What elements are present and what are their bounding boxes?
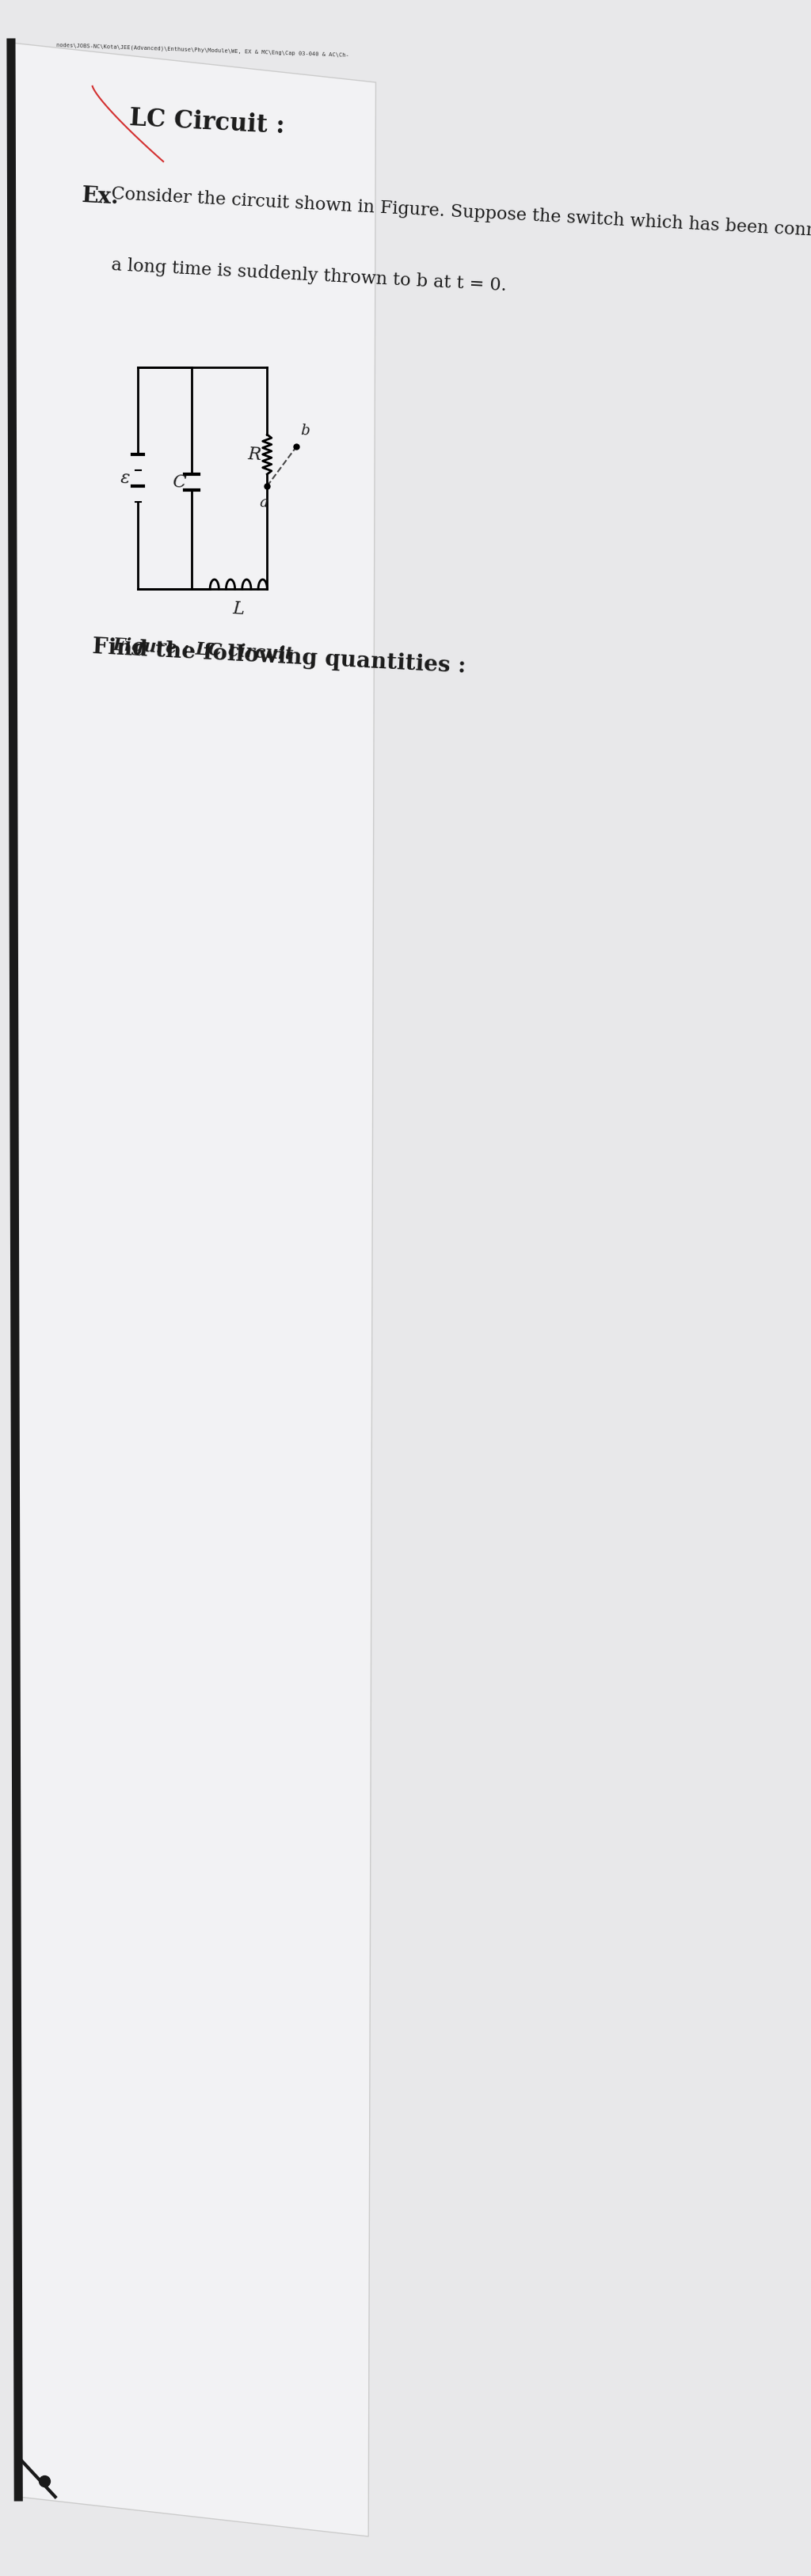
Text: ε: ε xyxy=(120,469,131,487)
Text: Ex.: Ex. xyxy=(81,185,120,209)
Text: Figure : LC circuit: Figure : LC circuit xyxy=(112,636,294,665)
Text: nodes\JOBS-NC\Kota\JEE(Advanced)\Enthuse\Phy\Module\WE, EX & MC\Eng\Cap 03-040 &: nodes\JOBS-NC\Kota\JEE(Advanced)\Enthuse… xyxy=(56,44,349,59)
Text: Find the following quantities :: Find the following quantities : xyxy=(92,636,466,677)
Text: Consider the circuit shown in Figure. Suppose the switch which has been connecte: Consider the circuit shown in Figure. Su… xyxy=(110,185,811,250)
Text: L: L xyxy=(232,600,245,618)
Polygon shape xyxy=(11,44,375,2537)
Text: LC Circuit :: LC Circuit : xyxy=(129,106,285,139)
Text: a long time is suddenly thrown to b at t = 0.: a long time is suddenly thrown to b at t… xyxy=(110,258,507,294)
Text: b: b xyxy=(300,425,310,438)
Text: R: R xyxy=(247,446,261,464)
Text: C: C xyxy=(171,474,186,492)
Text: a: a xyxy=(259,495,268,510)
